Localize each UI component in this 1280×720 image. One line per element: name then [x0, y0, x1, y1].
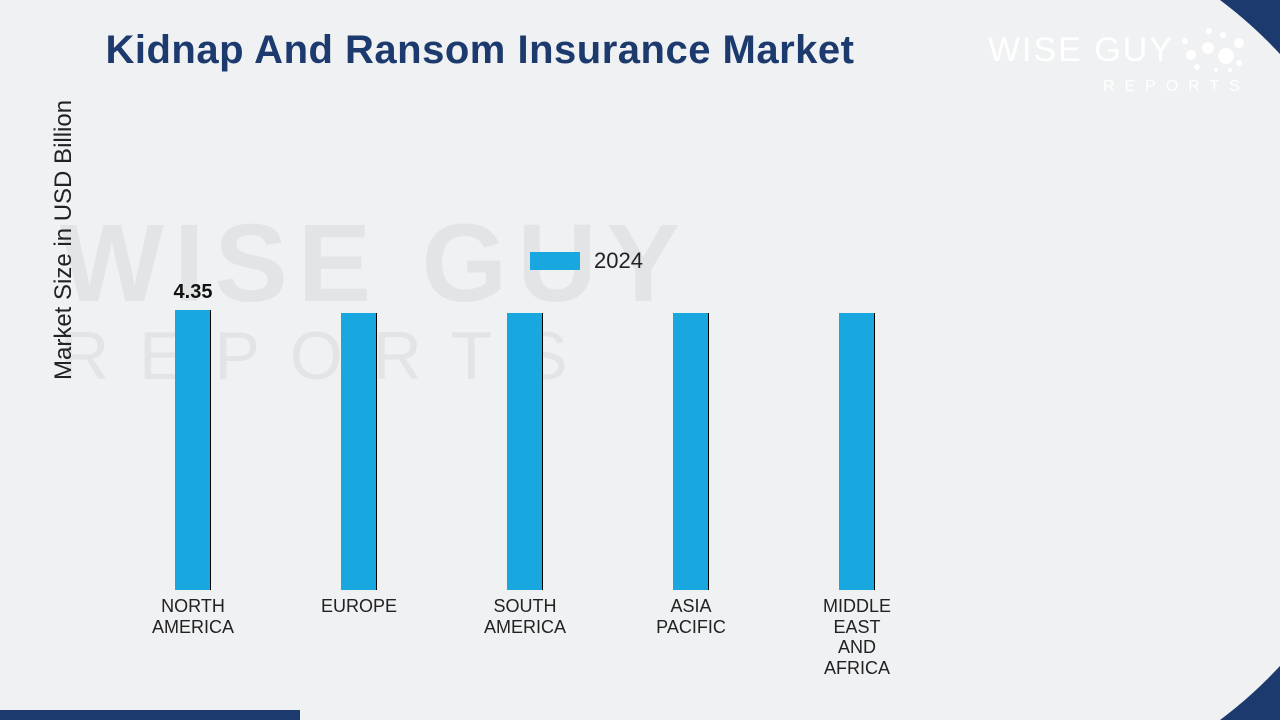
bar-wrap — [631, 313, 751, 590]
stage: WISE GUY REPORTS Kidnap And Ransom Insur… — [0, 0, 1280, 720]
x-axis-label: MIDDLEEASTANDAFRICA — [797, 596, 917, 679]
x-axis-label: SOUTHAMERICA — [465, 596, 585, 679]
x-labels: NORTHAMERICA EUROPE SOUTHAMERICA ASIAPACIFI… — [110, 596, 940, 679]
brand-dots-icon — [1180, 20, 1250, 80]
legend: 2024 — [530, 248, 643, 274]
bar-wrap — [797, 313, 917, 590]
bar — [341, 313, 377, 590]
legend-label: 2024 — [594, 248, 643, 274]
x-axis-label: ASIAPACIFIC — [631, 596, 751, 679]
bottom-accent-bar — [0, 710, 300, 720]
plot-area: 4.35 — [110, 300, 940, 590]
brand-sub-text: REPORTS — [988, 78, 1250, 96]
brand-main-text: WISE GUY — [988, 31, 1174, 70]
bar — [839, 313, 875, 590]
bar-wrap: 4.35 — [133, 310, 253, 590]
bar — [673, 313, 709, 590]
bar — [175, 310, 211, 590]
bar-value-label: 4.35 — [174, 281, 213, 304]
x-axis-label: NORTHAMERICA — [133, 596, 253, 679]
bar-wrap — [465, 313, 585, 590]
bar-wrap — [299, 313, 419, 590]
chart-title: Kidnap And Ransom Insurance Market — [0, 28, 960, 73]
bar — [507, 313, 543, 590]
x-axis-label: EUROPE — [299, 596, 419, 679]
bars-container: 4.35 — [110, 300, 940, 590]
legend-swatch — [530, 252, 580, 270]
y-axis-label: Market Size in USD Billion — [50, 100, 78, 380]
brand-logo: WISE GUY REPORTS — [988, 20, 1250, 96]
